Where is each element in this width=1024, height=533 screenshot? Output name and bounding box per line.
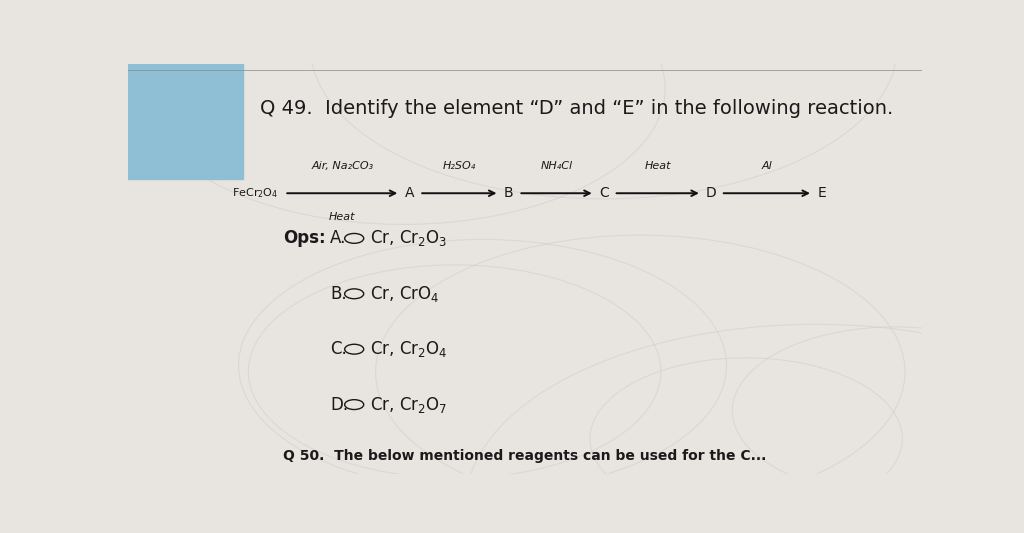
- Text: Cr, CrO$_4$: Cr, CrO$_4$: [370, 284, 439, 304]
- Text: Al: Al: [762, 160, 772, 171]
- Text: Heat: Heat: [644, 160, 671, 171]
- Bar: [128, 64, 243, 179]
- Text: C.: C.: [331, 340, 347, 358]
- Text: A: A: [404, 186, 415, 200]
- Text: E: E: [818, 186, 826, 200]
- Text: Q 49.  Identify the element “D” and “E” in the following reaction.: Q 49. Identify the element “D” and “E” i…: [260, 99, 893, 118]
- Text: NH₄Cl: NH₄Cl: [541, 160, 572, 171]
- Text: D: D: [706, 186, 717, 200]
- Text: Cr, Cr$_2$O$_4$: Cr, Cr$_2$O$_4$: [370, 339, 447, 359]
- Text: H₂SO₄: H₂SO₄: [442, 160, 476, 171]
- Text: B.: B.: [331, 285, 347, 303]
- Text: A.: A.: [331, 229, 347, 247]
- Text: Heat: Heat: [329, 212, 355, 222]
- Text: Cr, Cr$_2$O$_7$: Cr, Cr$_2$O$_7$: [370, 394, 447, 415]
- Text: Q 50.  The below mentioned reagents can be used for the C...: Q 50. The below mentioned reagents can b…: [283, 449, 766, 463]
- Text: B: B: [504, 186, 514, 200]
- Text: FeCr$_2$O$_4$: FeCr$_2$O$_4$: [232, 187, 279, 200]
- Text: C: C: [599, 186, 609, 200]
- Text: Cr, Cr$_2$O$_3$: Cr, Cr$_2$O$_3$: [370, 228, 447, 248]
- Text: Air, Na₂CO₃: Air, Na₂CO₃: [311, 160, 374, 171]
- Text: Ops:: Ops:: [283, 229, 326, 247]
- Text: D.: D.: [331, 395, 348, 414]
